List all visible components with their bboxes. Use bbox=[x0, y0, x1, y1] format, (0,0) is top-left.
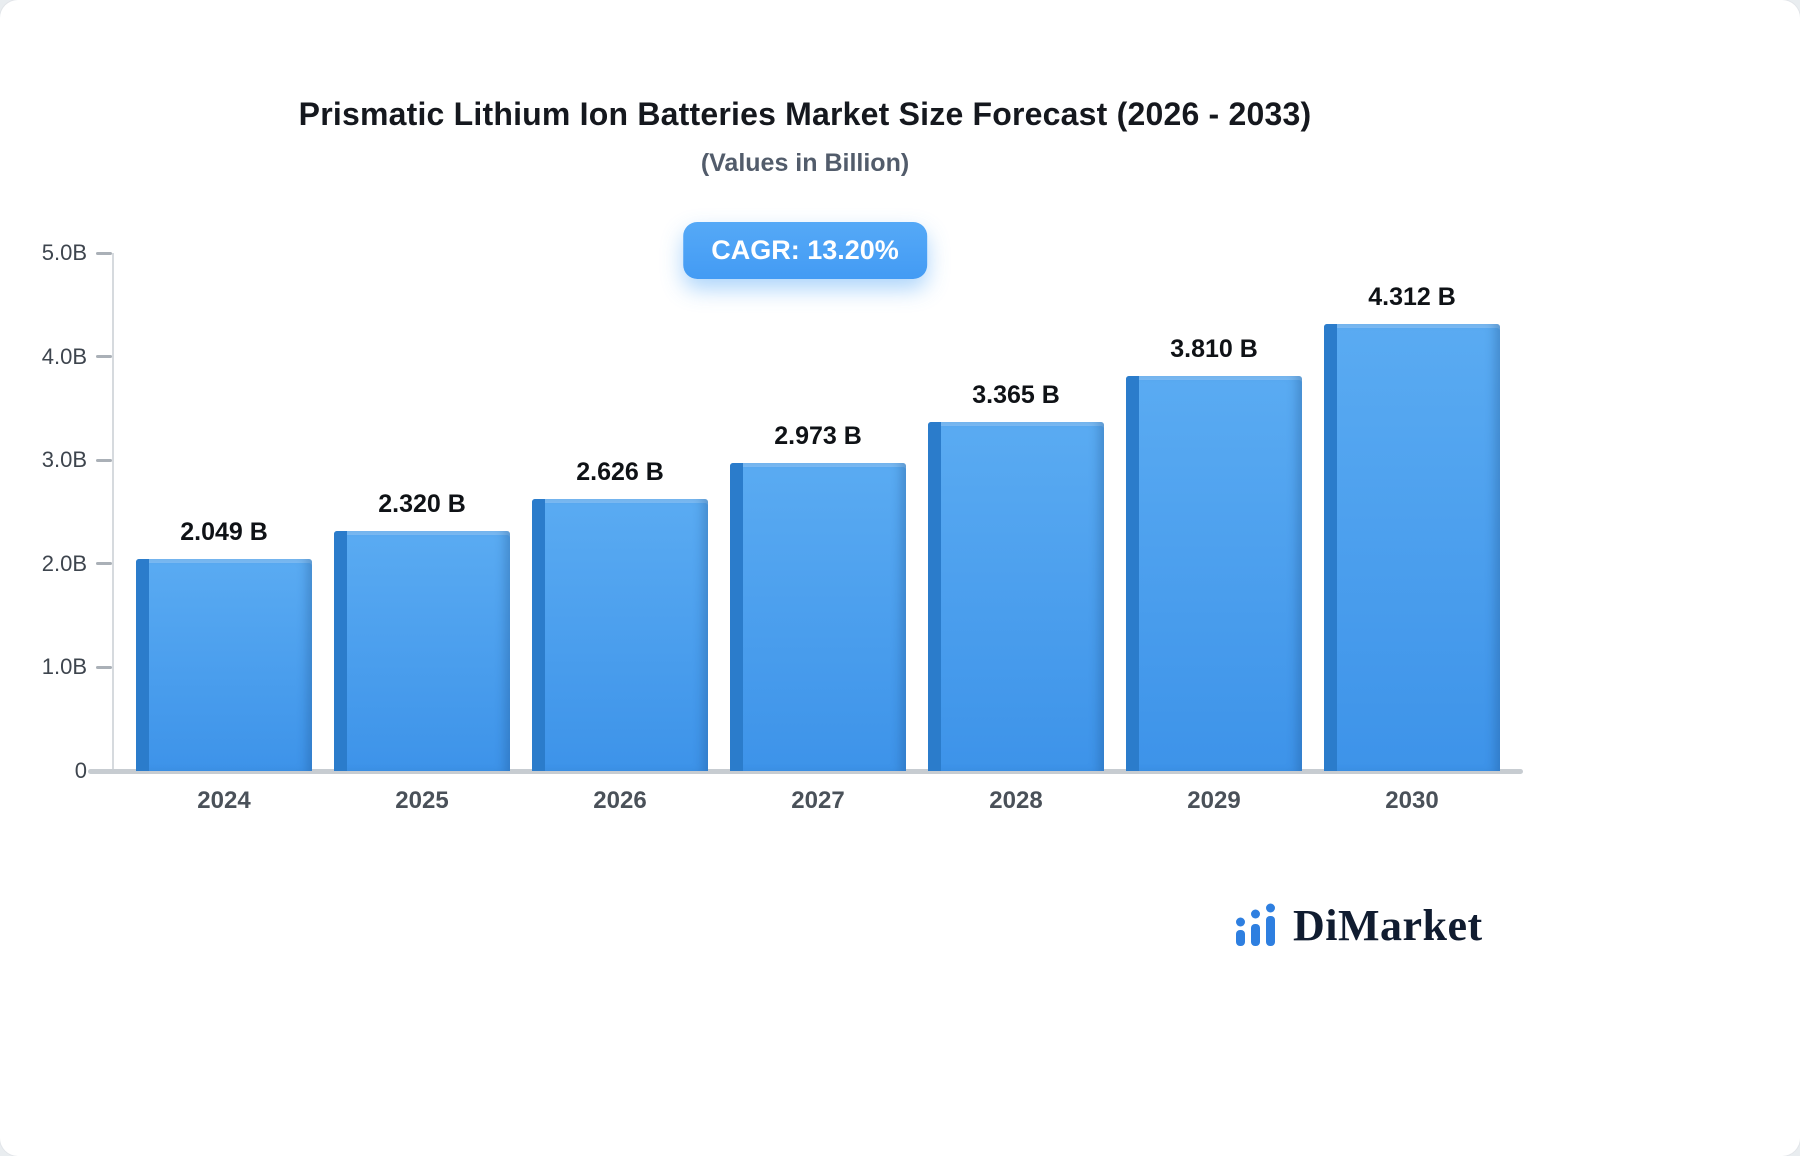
bar-group: 2.049 B 2024 bbox=[136, 253, 312, 814]
bar-group: 3.810 B 2029 bbox=[1126, 253, 1302, 814]
y-tick: 4.0B bbox=[42, 344, 112, 370]
y-tick-label: 3.0B bbox=[41, 447, 87, 473]
x-axis-label: 2027 bbox=[791, 787, 845, 814]
bar-group: 2.973 B 2027 bbox=[730, 253, 906, 814]
bar-value-label: 3.365 B bbox=[972, 381, 1060, 410]
bar-side-face bbox=[1324, 324, 1337, 771]
bar-value-label: 3.810 B bbox=[1170, 335, 1258, 364]
bar-2027 bbox=[730, 463, 906, 771]
bar-group: 2.626 B 2026 bbox=[532, 253, 708, 814]
x-axis-label: 2028 bbox=[989, 787, 1043, 814]
bar-side-face bbox=[532, 498, 545, 771]
bar-chart: 5.0B 4.0B 3.0B 2.0B 1.0B 0 2.049 B 2024 2.320 B… bbox=[0, 240, 1610, 814]
bar-value-label: 2.049 B bbox=[180, 517, 268, 546]
y-axis-line bbox=[112, 253, 114, 771]
bar-side-face bbox=[136, 558, 149, 771]
y-tick-label: 0 bbox=[74, 758, 87, 783]
y-tick-mark bbox=[96, 562, 112, 566]
bars-container: 2.049 B 2024 2.320 B 2025 2.626 B 2026 2.973 B… bbox=[114, 253, 1522, 814]
bar-2025 bbox=[334, 530, 510, 771]
x-axis-line bbox=[88, 769, 1523, 774]
chart-title: Prismatic Lithium Ion Batteries Market S… bbox=[298, 96, 1312, 132]
bar-side-face bbox=[928, 422, 941, 771]
brand-logo: DiMarket bbox=[1232, 900, 1483, 951]
x-axis-label: 2029 bbox=[1187, 787, 1241, 814]
y-tick: 2.0B bbox=[42, 551, 112, 577]
bar-2028 bbox=[928, 422, 1104, 771]
bar-2029 bbox=[1126, 376, 1302, 771]
bar-value-label: 2.626 B bbox=[576, 457, 664, 486]
bar-2024 bbox=[136, 558, 312, 771]
y-tick: 1.0B bbox=[42, 654, 112, 680]
y-tick-label: 5.0B bbox=[41, 240, 87, 265]
bar-side-face bbox=[334, 530, 347, 771]
x-axis-label: 2030 bbox=[1385, 787, 1439, 814]
cagr-badge: CAGR: 13.20% bbox=[683, 222, 927, 279]
bar-chart-icon bbox=[1236, 903, 1275, 946]
y-tick: 3.0B bbox=[42, 447, 112, 473]
y-tick-mark bbox=[96, 458, 112, 462]
x-axis-label: 2026 bbox=[593, 787, 647, 814]
chart-subtitle: (Values in Billion) bbox=[700, 149, 910, 177]
y-tick-label: 1.0B bbox=[41, 654, 87, 680]
bar-side-face bbox=[1126, 376, 1139, 771]
bar-group: 3.365 B 2028 bbox=[928, 253, 1104, 814]
x-axis-label: 2025 bbox=[395, 787, 449, 814]
x-axis-label: 2024 bbox=[197, 787, 251, 814]
y-tick-label: 2.0B bbox=[41, 550, 87, 576]
y-tick-mark bbox=[96, 251, 112, 255]
bar-value-label: 4.312 B bbox=[1368, 283, 1456, 312]
bar-value-label: 2.973 B bbox=[774, 422, 862, 450]
y-tick-label: 4.0B bbox=[41, 343, 87, 369]
bar-group: 2.320 B 2025 bbox=[334, 253, 510, 814]
bar-value-label: 2.320 B bbox=[378, 489, 466, 518]
chart-content: Prismatic Lithium Ion Batteries Market S… bbox=[0, 96, 1610, 814]
brand-name: DiMarket bbox=[1293, 901, 1483, 950]
bar-side-face bbox=[730, 463, 743, 771]
y-tick-mark bbox=[96, 355, 112, 359]
bar-group: 4.312 B 2030 bbox=[1324, 253, 1500, 814]
bar-2030 bbox=[1324, 324, 1500, 771]
y-tick: 5.0B bbox=[42, 240, 112, 266]
y-tick-mark bbox=[96, 665, 112, 669]
y-axis: 5.0B 4.0B 3.0B 2.0B 1.0B 0 bbox=[0, 240, 112, 783]
bar-2026 bbox=[532, 498, 708, 771]
